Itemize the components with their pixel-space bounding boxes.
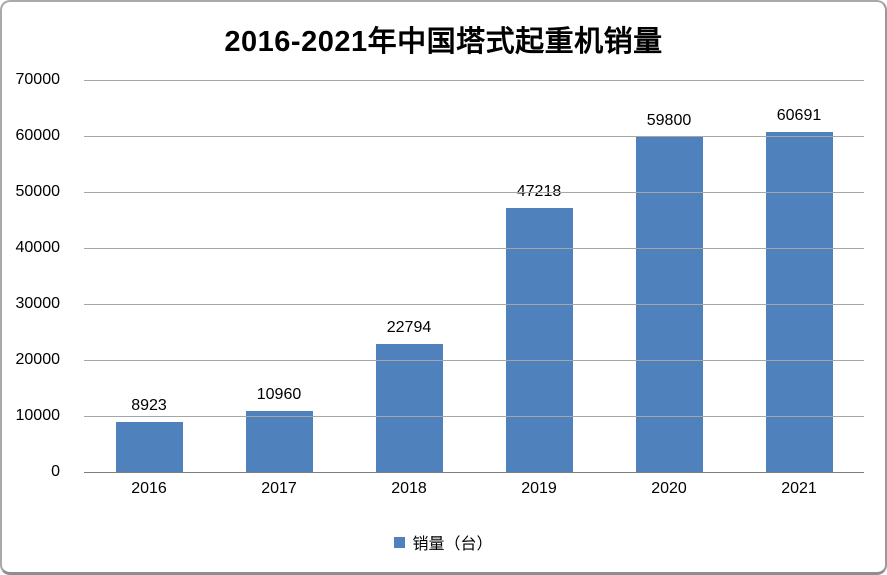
bar-value-label: 59800 bbox=[646, 112, 692, 130]
bar-slot: 47218 bbox=[474, 80, 604, 472]
bar-value-label: 60691 bbox=[776, 107, 822, 125]
bar bbox=[375, 344, 443, 472]
y-tick-label: 60000 bbox=[15, 127, 61, 144]
y-tick-label: 0 bbox=[51, 463, 60, 480]
gridline bbox=[84, 136, 864, 137]
gridline bbox=[84, 304, 864, 305]
bar-slot: 10960 bbox=[214, 80, 344, 472]
bar-slot: 22794 bbox=[344, 80, 474, 472]
x-tick-label: 2021 bbox=[781, 480, 817, 497]
bar-value-label: 47218 bbox=[516, 182, 562, 200]
legend-label: 销量（台） bbox=[412, 536, 493, 553]
x-axis: 2016 2017 2018 2019 2020 2021 bbox=[84, 480, 864, 498]
y-tick-label: 40000 bbox=[15, 239, 61, 256]
gridline bbox=[84, 80, 864, 81]
legend-marker-icon bbox=[394, 536, 406, 548]
bar-slot: 8923 bbox=[84, 80, 214, 472]
gridline bbox=[84, 360, 864, 361]
bar bbox=[505, 207, 573, 472]
y-tick-label: 30000 bbox=[15, 295, 61, 312]
bar bbox=[245, 410, 313, 472]
bar-value-label: 22794 bbox=[386, 319, 432, 337]
y-tick-label: 50000 bbox=[15, 183, 61, 200]
bar bbox=[115, 422, 183, 472]
y-tick-label: 10000 bbox=[15, 407, 61, 424]
bar-slot: 60691 bbox=[734, 80, 864, 472]
gridline bbox=[84, 416, 864, 417]
x-tick-label: 2017 bbox=[261, 480, 297, 497]
x-tick-label: 2020 bbox=[651, 480, 687, 497]
x-tick-label: 2016 bbox=[131, 480, 167, 497]
plot-area: 8923 10960 22794 47218 59800 60691 bbox=[84, 80, 864, 473]
x-tick-label: 2019 bbox=[521, 480, 557, 497]
x-tick-label: 2018 bbox=[391, 480, 427, 497]
bar-value-label: 8923 bbox=[131, 397, 167, 415]
chart-title: 2016-2021年中国塔式起重机销量 bbox=[224, 26, 663, 58]
gridline bbox=[84, 248, 864, 249]
legend: 销量（台） bbox=[2, 530, 885, 554]
bar-slot: 59800 bbox=[604, 80, 734, 472]
y-tick-label: 70000 bbox=[15, 71, 61, 88]
bar-series: 8923 10960 22794 47218 59800 60691 bbox=[84, 80, 864, 472]
bar-value-label: 10960 bbox=[256, 385, 302, 403]
gridline bbox=[84, 192, 864, 193]
y-tick-label: 20000 bbox=[15, 351, 61, 368]
bar bbox=[765, 132, 833, 472]
